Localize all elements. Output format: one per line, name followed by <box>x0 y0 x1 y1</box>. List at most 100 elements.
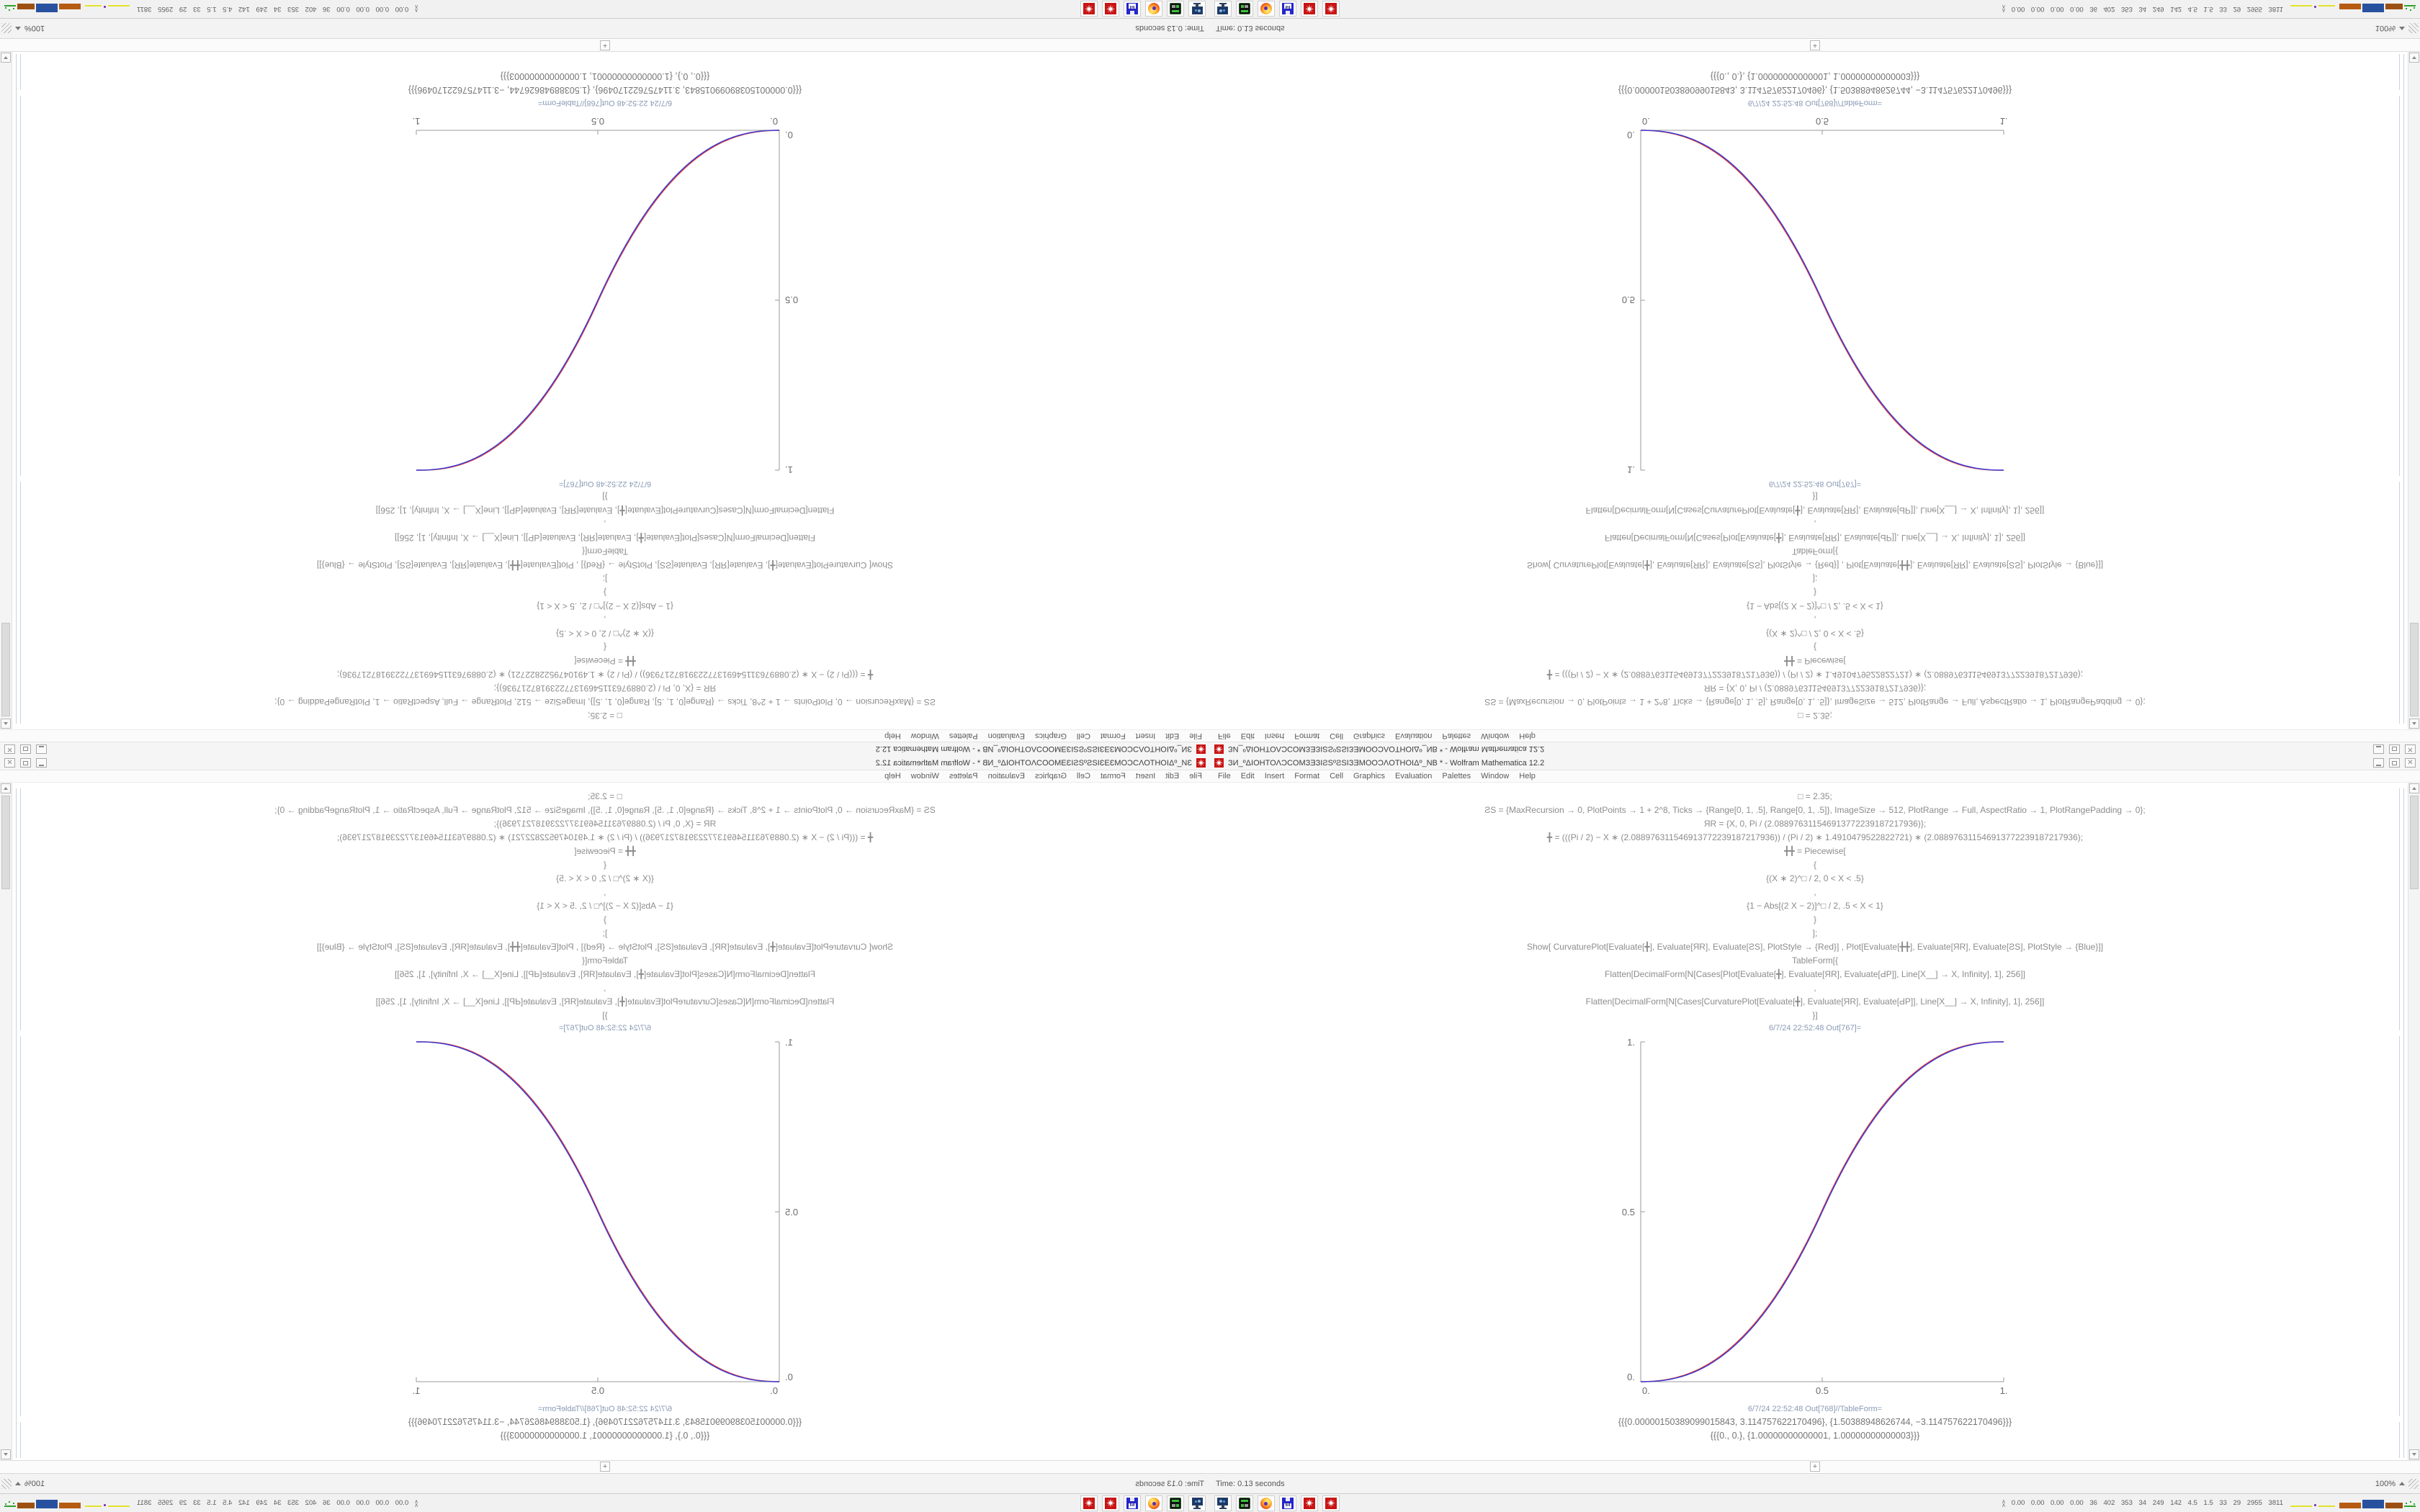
menu-insert[interactable]: Insert <box>1264 732 1285 740</box>
input-cell-line[interactable]: { <box>604 860 607 870</box>
input-cell-line[interactable]: ƧS = {MaxRecursion → 0, PlotPoints → 1 +… <box>1484 805 2146 815</box>
taskbar-mathematica-button[interactable] <box>1102 1 1119 17</box>
input-cell-line[interactable]: {1 − Abs[(2 X − 2)]^□ / 2, .5 < X < 1} <box>1747 901 1883 911</box>
maximize-button[interactable] <box>2389 758 2400 768</box>
taskbar-system-monitor-button[interactable] <box>1214 1495 1232 1511</box>
input-cell-bracket[interactable] <box>20 788 21 1030</box>
scrollbar-thumb[interactable] <box>2410 623 2419 716</box>
scroll-down-button[interactable] <box>2409 53 2419 63</box>
input-cell-line[interactable]: }] <box>1812 492 1818 502</box>
taskbar-floppy-button[interactable]: 64 <box>1279 1 1296 17</box>
magnification-control[interactable]: 100% <box>2375 23 2419 34</box>
window-resize-grip[interactable] <box>1 1478 12 1489</box>
menu-evaluation[interactable]: Evaluation <box>1395 732 1433 740</box>
notebook-area[interactable]: □ = 2.35; ƧS = {MaxRecursion → 0, PlotPo… <box>1210 52 2420 729</box>
input-cell-line[interactable]: {(X ∗ 2)^□ / 2, 0 < X < .5} <box>556 629 654 639</box>
close-button[interactable]: ✕ <box>2405 758 2416 768</box>
input-cell-line[interactable]: ƧS = {MaxRecursion → 0, PlotPoints → 1 +… <box>274 697 936 707</box>
menu-format[interactable]: Format <box>1100 732 1126 740</box>
input-cell-line[interactable]: ЯR = {X, 0, Pi / (2.08897631154691377223… <box>1703 819 1927 829</box>
window-titlebar[interactable]: ЗИ_ºΔIOHTOΛƆCOMЗƎЗIƧSºƧSIЗƎMOOƆΛOTHOIΔº_… <box>1210 756 2420 770</box>
input-cell-line[interactable]: Flatten[DecimalForm[N[Cases[Plot[Evaluat… <box>394 533 816 543</box>
notebook-area[interactable]: □ = 2.35; ƧS = {MaxRecursion → 0, PlotPo… <box>1210 783 2420 1460</box>
magnification-dropdown-icon[interactable] <box>15 27 21 30</box>
horizontal-scroll-strip[interactable]: + <box>1210 1460 2420 1474</box>
minimize-button[interactable] <box>2373 744 2384 754</box>
taskbar-mathematica-button[interactable] <box>1301 1495 1318 1511</box>
taskbar-mathematica-button-2[interactable] <box>1080 1495 1098 1511</box>
input-cell-line[interactable]: }] <box>602 492 608 502</box>
menu-evaluation[interactable]: Evaluation <box>987 772 1025 780</box>
menu-palettes[interactable]: Palettes <box>949 772 978 780</box>
window-split-plus-button[interactable]: + <box>600 1462 610 1472</box>
input-cell-line[interactable]: } <box>604 914 607 924</box>
input-cell-line[interactable]: ╋╋ = Piecewise[ <box>574 656 636 666</box>
input-cell-line[interactable]: , <box>1814 615 1816 625</box>
window-titlebar[interactable]: ЗИ_ºΔIOHTOΛƆCOMЗƎЗIƧSºƧSIЗƎMOOƆΛOTHOIΔº_… <box>1210 742 2420 756</box>
window-resize-grip[interactable] <box>2408 23 2419 34</box>
input-cell-line[interactable]: TableForm[{ <box>1791 546 1839 557</box>
cell-group-bracket[interactable] <box>2403 54 2404 724</box>
curvature-plot-graphic[interactable]: 1. 0.5 0. 0. 0.5 1. <box>406 109 804 476</box>
input-cell-line[interactable]: Flatten[DecimalForm[N[Cases[Plot[Evaluat… <box>1604 533 2026 543</box>
cell-group-bracket[interactable] <box>2403 788 2404 1458</box>
menu-window[interactable]: Window <box>910 772 939 780</box>
menu-graphics[interactable]: Graphics <box>1034 772 1067 780</box>
menu-edit[interactable]: Edit <box>1165 772 1180 780</box>
input-cell-line[interactable]: , <box>604 519 606 529</box>
input-cell-line[interactable]: Show[ CurvaturePlot[Evaluate[╋], Evaluat… <box>1526 560 2104 570</box>
table-cell-bracket[interactable] <box>20 1422 21 1458</box>
scroll-up-button[interactable] <box>2409 783 2419 793</box>
input-cell-line[interactable]: □ = 2.35; <box>588 711 622 721</box>
input-cell-line[interactable]: {1 − Abs[(2 X − 2)]^□ / 2, .5 < X < 1} <box>1747 601 1883 611</box>
plot-cell-bracket[interactable] <box>2399 96 2400 476</box>
scroll-up-button[interactable] <box>1 719 11 729</box>
scroll-down-button[interactable] <box>1 53 11 63</box>
input-cell-line[interactable]: } <box>604 588 607 598</box>
window-split-plus-button[interactable]: + <box>1810 1462 1820 1472</box>
input-cell-line[interactable]: } <box>1813 914 1816 924</box>
minimize-button[interactable] <box>36 744 47 754</box>
menu-evaluation[interactable]: Evaluation <box>1395 772 1433 780</box>
cell-group-bracket[interactable] <box>16 54 17 724</box>
taskbar-system-monitor-button[interactable] <box>1188 1 1206 17</box>
plot-cell-bracket[interactable] <box>20 96 21 476</box>
taskbar-mathematica-button[interactable] <box>1301 1 1318 17</box>
tray-expand-icon[interactable]: ∧ ∧ <box>2001 4 2006 14</box>
menu-file[interactable]: File <box>1218 732 1231 740</box>
menu-format[interactable]: Format <box>1100 772 1126 780</box>
menu-file[interactable]: File <box>1189 732 1202 740</box>
input-cell-line[interactable]: {1 − Abs[(2 X − 2)]^□ / 2, .5 < X < 1} <box>537 901 673 911</box>
menu-evaluation[interactable]: Evaluation <box>987 732 1025 740</box>
tray-expand-icon[interactable]: ∧ ∧ <box>2001 1498 2006 1508</box>
zoom-level-value[interactable]: 100% <box>24 1479 45 1488</box>
menu-insert[interactable]: Insert <box>1264 772 1285 780</box>
tray-expand-icon[interactable]: ∧ ∧ <box>414 1498 419 1508</box>
menu-graphics[interactable]: Graphics <box>1353 732 1386 740</box>
input-cell-line[interactable]: {1 − Abs[(2 X − 2)]^□ / 2, .5 < X < 1} <box>537 601 673 611</box>
input-cell-line[interactable]: ЯR = {X, 0, Pi / (2.08897631154691377223… <box>493 819 717 829</box>
input-cell-line[interactable]: Flatten[DecimalForm[N[Cases[CurvaturePlo… <box>375 505 835 516</box>
close-button[interactable]: ✕ <box>4 744 15 754</box>
horizontal-scroll-strip[interactable]: + <box>0 38 1210 52</box>
taskbar-storage-terminal-button[interactable] <box>1236 1 1253 17</box>
input-cell-line[interactable]: ╋╋ = Piecewise[ <box>574 846 636 856</box>
scroll-up-button[interactable] <box>2409 719 2419 729</box>
input-cell-line[interactable]: , <box>1814 983 1816 993</box>
input-cell-line[interactable]: { <box>1813 642 1816 652</box>
window-resize-grip[interactable] <box>2408 1478 2419 1489</box>
input-cell-line[interactable]: ╋ = (((Pi / 2) − X ∗ (2.0889763115469137… <box>336 832 874 842</box>
taskbar-firefox-button[interactable] <box>1145 1495 1162 1511</box>
input-cell-line[interactable]: □ = 2.35; <box>1798 711 1832 721</box>
zoom-level-value[interactable]: 100% <box>24 24 45 33</box>
menu-edit[interactable]: Edit <box>1240 732 1255 740</box>
input-cell-line[interactable]: TableForm[{ <box>1791 955 1839 966</box>
menu-cell[interactable]: Cell <box>1076 772 1090 780</box>
input-cell-line[interactable]: { <box>1813 860 1816 870</box>
taskbar-mathematica-button-2[interactable] <box>1080 1 1098 17</box>
input-cell-line[interactable]: □ = 2.35; <box>1798 791 1832 801</box>
maximize-button[interactable] <box>2389 744 2400 754</box>
input-cell-bracket[interactable] <box>20 482 21 724</box>
maximize-button[interactable] <box>20 744 31 754</box>
input-cell-line[interactable]: Show[ CurvaturePlot[Evaluate[╋], Evaluat… <box>316 942 894 952</box>
